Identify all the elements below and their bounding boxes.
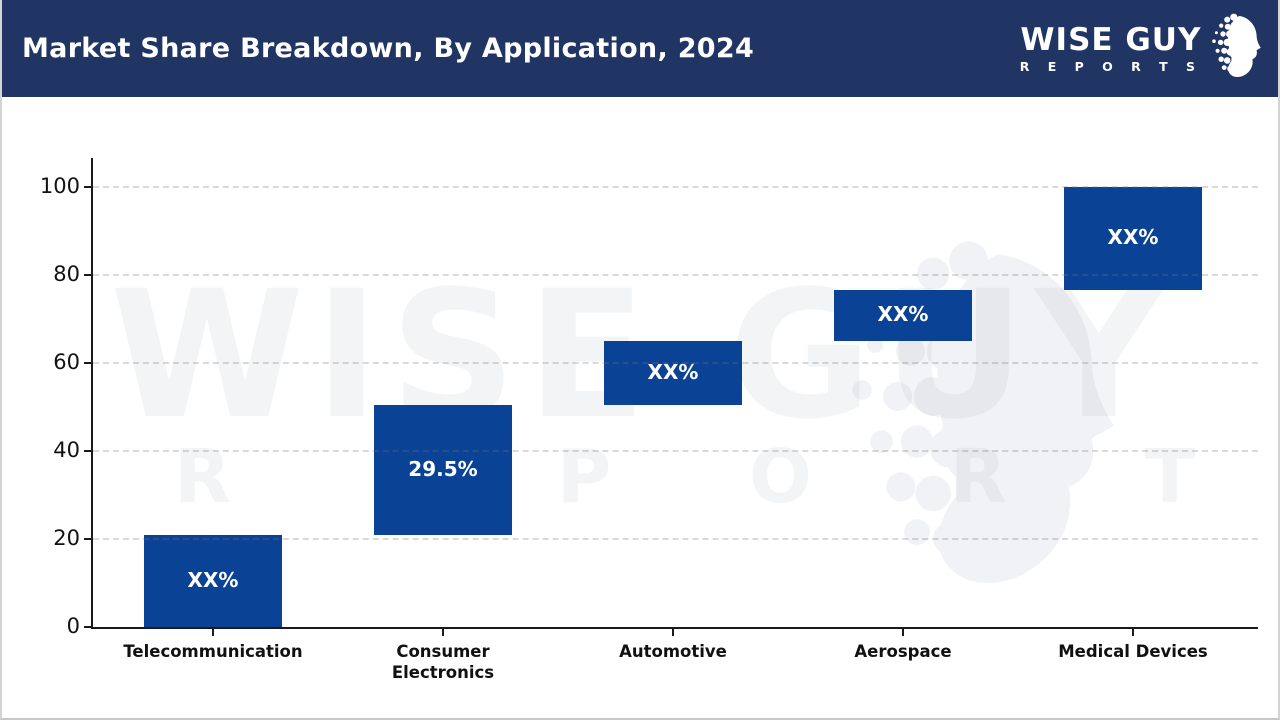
y-tick-label-20: 20 xyxy=(53,525,80,550)
y-tick-label-80: 80 xyxy=(53,261,80,286)
y-tick-label-100: 100 xyxy=(39,173,80,198)
x-category-label-0: Telecommunication xyxy=(123,642,303,661)
x-tick-2 xyxy=(672,627,674,636)
y-tick-80 xyxy=(84,273,93,276)
bar-value-label: XX% xyxy=(1107,225,1159,250)
gridline-40 xyxy=(93,449,1258,452)
gridline-60 xyxy=(93,361,1258,364)
y-tick-20 xyxy=(84,537,93,540)
x-category-label-2: Automotive xyxy=(619,642,727,661)
logo-text: WISE GUY R E P O R T S xyxy=(1020,24,1202,74)
bar-value-label: XX% xyxy=(877,302,929,327)
logo-head-icon xyxy=(1212,13,1261,78)
gridline-80 xyxy=(93,273,1258,276)
bar-value-label: XX% xyxy=(187,568,239,593)
x-tick-3 xyxy=(902,627,904,636)
gridline-20 xyxy=(93,537,1258,540)
page-title: Market Share Breakdown, By Application, … xyxy=(22,33,755,64)
bar-consumer-electronics: 29.5% xyxy=(374,405,512,536)
y-tick-label-60: 60 xyxy=(53,349,80,374)
y-tick-label-40: 40 xyxy=(53,437,80,462)
y-tick-label-0: 0 xyxy=(66,614,80,638)
y-axis-spine xyxy=(91,158,93,629)
watermark-text-reports: R E P O R T S xyxy=(174,434,1278,520)
y-tick-100 xyxy=(84,185,93,188)
gridline-100 xyxy=(93,185,1258,188)
header-bar: Market Share Breakdown, By Application, … xyxy=(2,0,1278,97)
bar-medical-devices: XX% xyxy=(1064,186,1202,290)
x-tick-0 xyxy=(212,627,214,636)
y-tick-40 xyxy=(84,449,93,452)
waterfall-chart: XX% 29.5% XX% XX% XX% 0 20 40 60 80 100 Telecommuni… xyxy=(2,97,1278,718)
x-tick-4 xyxy=(1132,627,1134,636)
x-tick-1 xyxy=(442,627,444,636)
x-axis-spine xyxy=(91,627,1258,629)
y-tick-0 xyxy=(84,626,93,628)
y-tick-60 xyxy=(84,361,93,364)
wiseguy-logo: WISE GUY R E P O R T S xyxy=(1020,4,1268,94)
x-category-label-3: Aerospace xyxy=(854,642,952,661)
bar-value-label: XX% xyxy=(647,360,699,385)
bar-aerospace: XX% xyxy=(834,289,972,341)
x-category-label-4: Medical Devices xyxy=(1058,642,1208,661)
x-category-label-1: Consumer Electronics xyxy=(391,642,495,683)
bar-value-label: 29.5% xyxy=(408,457,478,482)
logo-subtitle: R E P O R T S xyxy=(1019,58,1202,74)
bar-telecommunication: XX% xyxy=(144,535,282,627)
logo-wordmark: WISE GUY xyxy=(1020,22,1202,59)
bar-automotive: XX% xyxy=(604,340,742,406)
